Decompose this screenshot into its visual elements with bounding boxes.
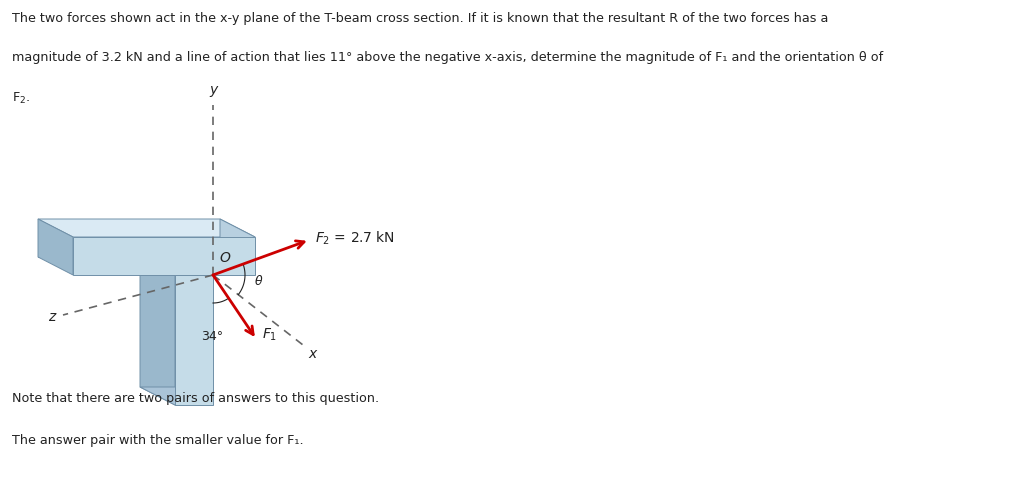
Text: $F_2$ = 2.7 kN: $F_2$ = 2.7 kN [315, 230, 394, 247]
Polygon shape [140, 387, 213, 405]
Text: $\mathregular{F_2}$.: $\mathregular{F_2}$. [12, 91, 31, 106]
Text: θ: θ [255, 275, 262, 288]
Text: O: O [219, 251, 229, 265]
Text: The answer pair with the smaller value for F₁.: The answer pair with the smaller value f… [12, 434, 304, 447]
Text: $F_1$: $F_1$ [262, 327, 278, 343]
Polygon shape [140, 257, 178, 387]
Text: Note that there are two pairs of answers to this question.: Note that there are two pairs of answers… [12, 392, 380, 405]
Text: z: z [48, 310, 55, 324]
Polygon shape [73, 237, 255, 275]
Polygon shape [140, 257, 175, 405]
Polygon shape [38, 219, 255, 237]
Polygon shape [220, 219, 255, 275]
Polygon shape [38, 219, 220, 257]
Polygon shape [175, 275, 213, 405]
Text: The two forces shown act in the x-y plane of the T-beam cross section. If it is : The two forces shown act in the x-y plan… [12, 12, 828, 25]
Text: 34°: 34° [201, 330, 223, 343]
Text: x: x [308, 347, 316, 361]
Polygon shape [178, 257, 213, 405]
Text: magnitude of 3.2 kN and a line of action that lies 11° above the negative x-axis: magnitude of 3.2 kN and a line of action… [12, 51, 884, 65]
Text: y: y [209, 83, 217, 97]
Polygon shape [38, 219, 73, 275]
